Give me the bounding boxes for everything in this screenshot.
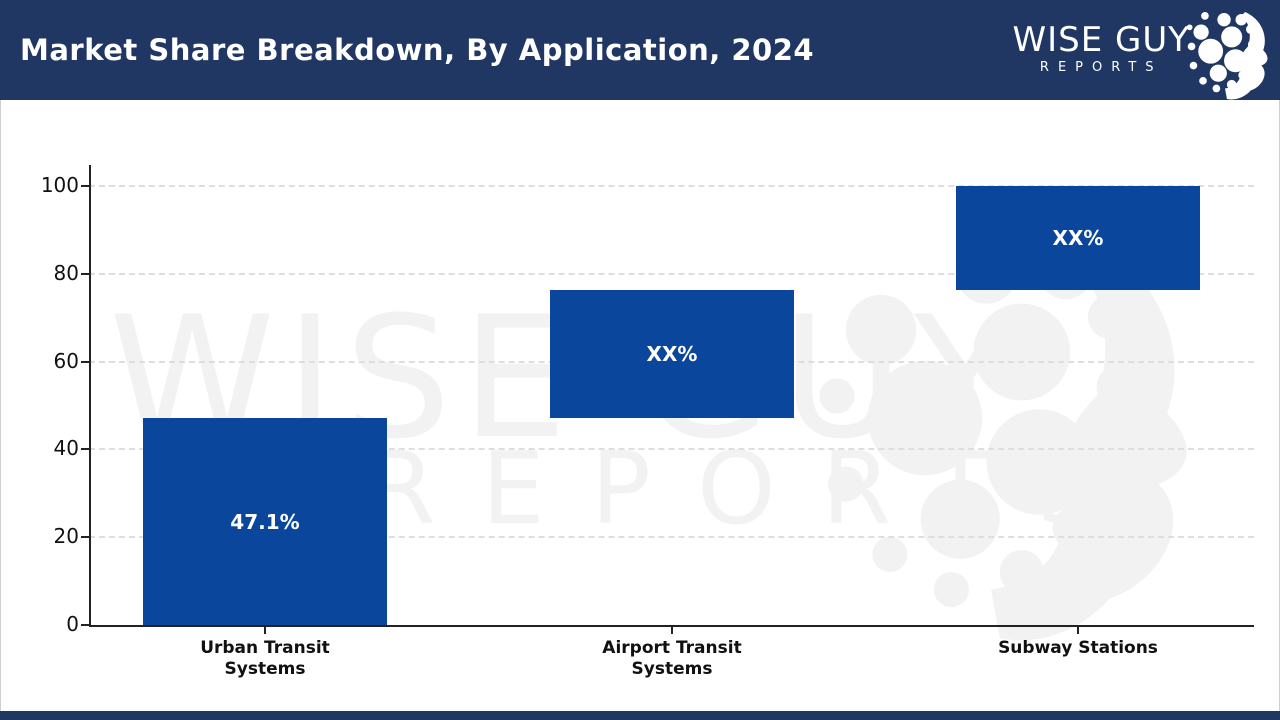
category-label-1: Urban Transit Systems [115, 638, 415, 680]
chart-title: Market Share Breakdown, By Application, … [20, 33, 815, 67]
y-tick-mark [81, 360, 89, 363]
y-tick-mark [81, 185, 89, 187]
bar-3: XX% [956, 186, 1200, 291]
y-gridline [89, 185, 1254, 187]
footer-bar [0, 711, 1280, 720]
wiseguy-logo-subtitle: REPORTS [1039, 60, 1163, 75]
bar-1: 47.1% [143, 418, 387, 625]
y-tick-label: 20 [53, 524, 79, 549]
category-label-line: Systems [224, 659, 306, 679]
y-tick-mark [81, 448, 89, 451]
category-label-line: Airport Transit [602, 638, 742, 658]
y-tick-mark [81, 624, 89, 626]
category-label-line: Subway Stations [998, 638, 1158, 658]
y-tick-label: 80 [53, 260, 79, 285]
wiseguy-logo-wordmark: WISE GUY [1012, 20, 1190, 60]
bar-label-3: XX% [1052, 226, 1104, 251]
category-label-line: Systems [631, 659, 713, 679]
y-tick-label: 60 [53, 348, 79, 373]
y-axis-line [89, 165, 91, 627]
bar-2: XX% [550, 290, 794, 419]
x-tick-mark [264, 627, 266, 634]
x-tick-mark [671, 627, 673, 634]
bar-label-1: 47.1% [230, 509, 300, 534]
wiseguy-logo-text: WISE GUY REPORTS [1012, 22, 1190, 75]
category-label-line: Urban Transit [200, 638, 330, 658]
chart-area: WISE GUY REPORTS 0 20 40 60 80 100 47.1% Urban … [0, 100, 1280, 711]
y-tick-mark [81, 272, 89, 275]
x-tick-mark [1077, 627, 1079, 634]
y-gridline [89, 272, 1254, 275]
wiseguy-logo: WISE GUY REPORTS [1008, 6, 1268, 100]
wiseguy-head-icon [1186, 12, 1268, 100]
y-tick-label: 0 [66, 612, 79, 636]
y-tick-label: 40 [53, 436, 79, 461]
y-tick-label: 100 [40, 173, 79, 197]
y-gridline [89, 448, 1254, 451]
bar-label-2: XX% [646, 342, 698, 367]
y-gridline [89, 536, 1254, 539]
category-label-2: Airport Transit Systems [522, 638, 822, 680]
y-tick-mark [81, 536, 89, 539]
category-label-3: Subway Stations [928, 638, 1228, 659]
header: Market Share Breakdown, By Application, … [0, 0, 1280, 100]
x-axis-line [89, 625, 1254, 627]
